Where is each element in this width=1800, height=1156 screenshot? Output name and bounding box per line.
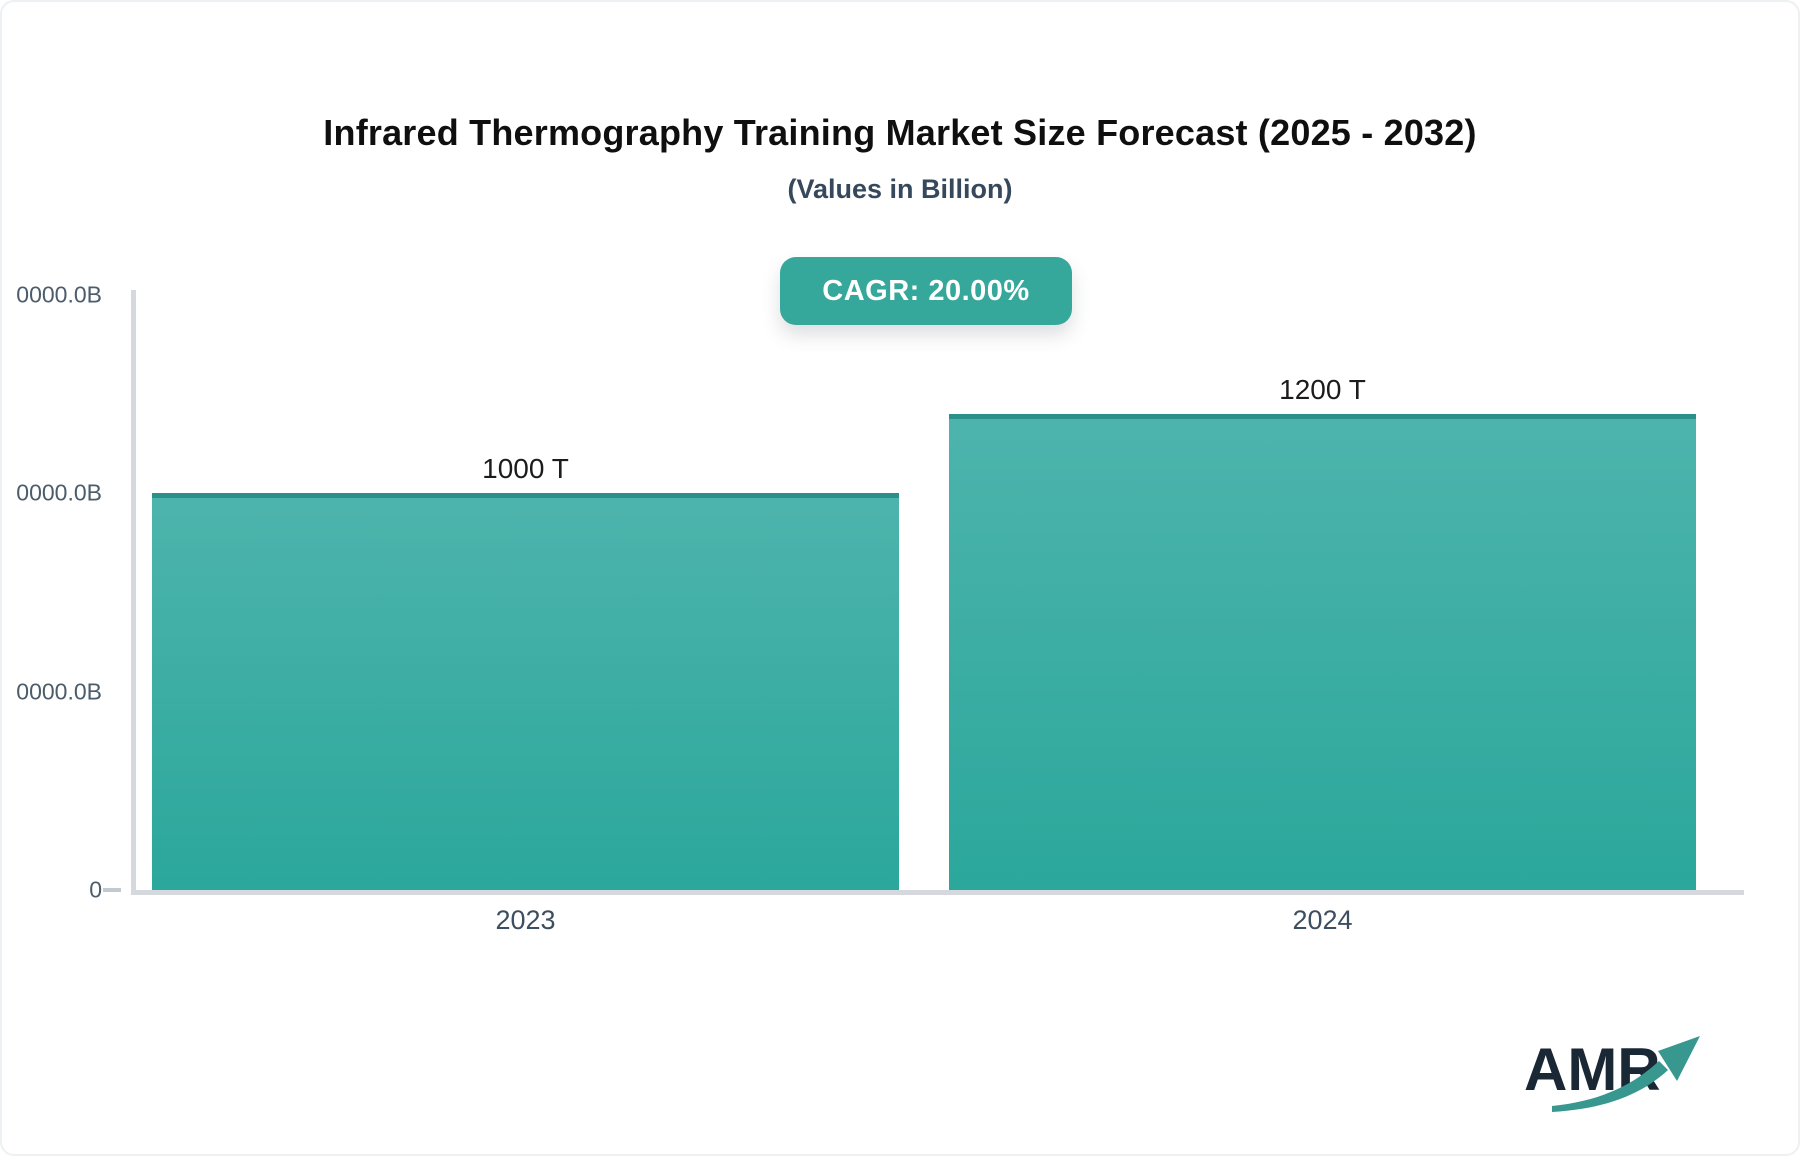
bar-2024[interactable] <box>949 414 1696 890</box>
amr-logo-arrowhead <box>1658 1036 1700 1081</box>
x-axis-line <box>131 890 1744 895</box>
y-axis-tick-label: 0000.0B <box>16 678 102 705</box>
y-axis-tick-label: 0000.0B <box>16 281 102 308</box>
amr-logo-text: AMR <box>1524 1036 1661 1103</box>
x-axis-category-label: 2023 <box>495 905 556 935</box>
amr-logo: AMR <box>1524 1036 1700 1112</box>
bar-value-label: 1000 T <box>482 453 569 485</box>
x-axis-category-label: 2024 <box>1292 905 1353 935</box>
amr-logo-arrow-tail <box>1552 1061 1668 1112</box>
y-axis-tick-label: 0000.0B <box>16 479 102 506</box>
cagr-badge-label: CAGR: 20.00% <box>822 274 1030 307</box>
cagr-badge: CAGR: 20.00% <box>780 257 1072 325</box>
y-axis-line <box>131 290 136 890</box>
y-axis-zero-tick <box>103 888 121 892</box>
chart-title: Infrared Thermography Training Market Si… <box>323 112 1477 153</box>
bar-value-label: 1200 T <box>1279 374 1366 405</box>
bar-2023[interactable] <box>152 493 899 890</box>
chart-subtitle: (Values in Billion) <box>787 174 1013 204</box>
y-axis-tick-label: 0 <box>89 876 102 903</box>
